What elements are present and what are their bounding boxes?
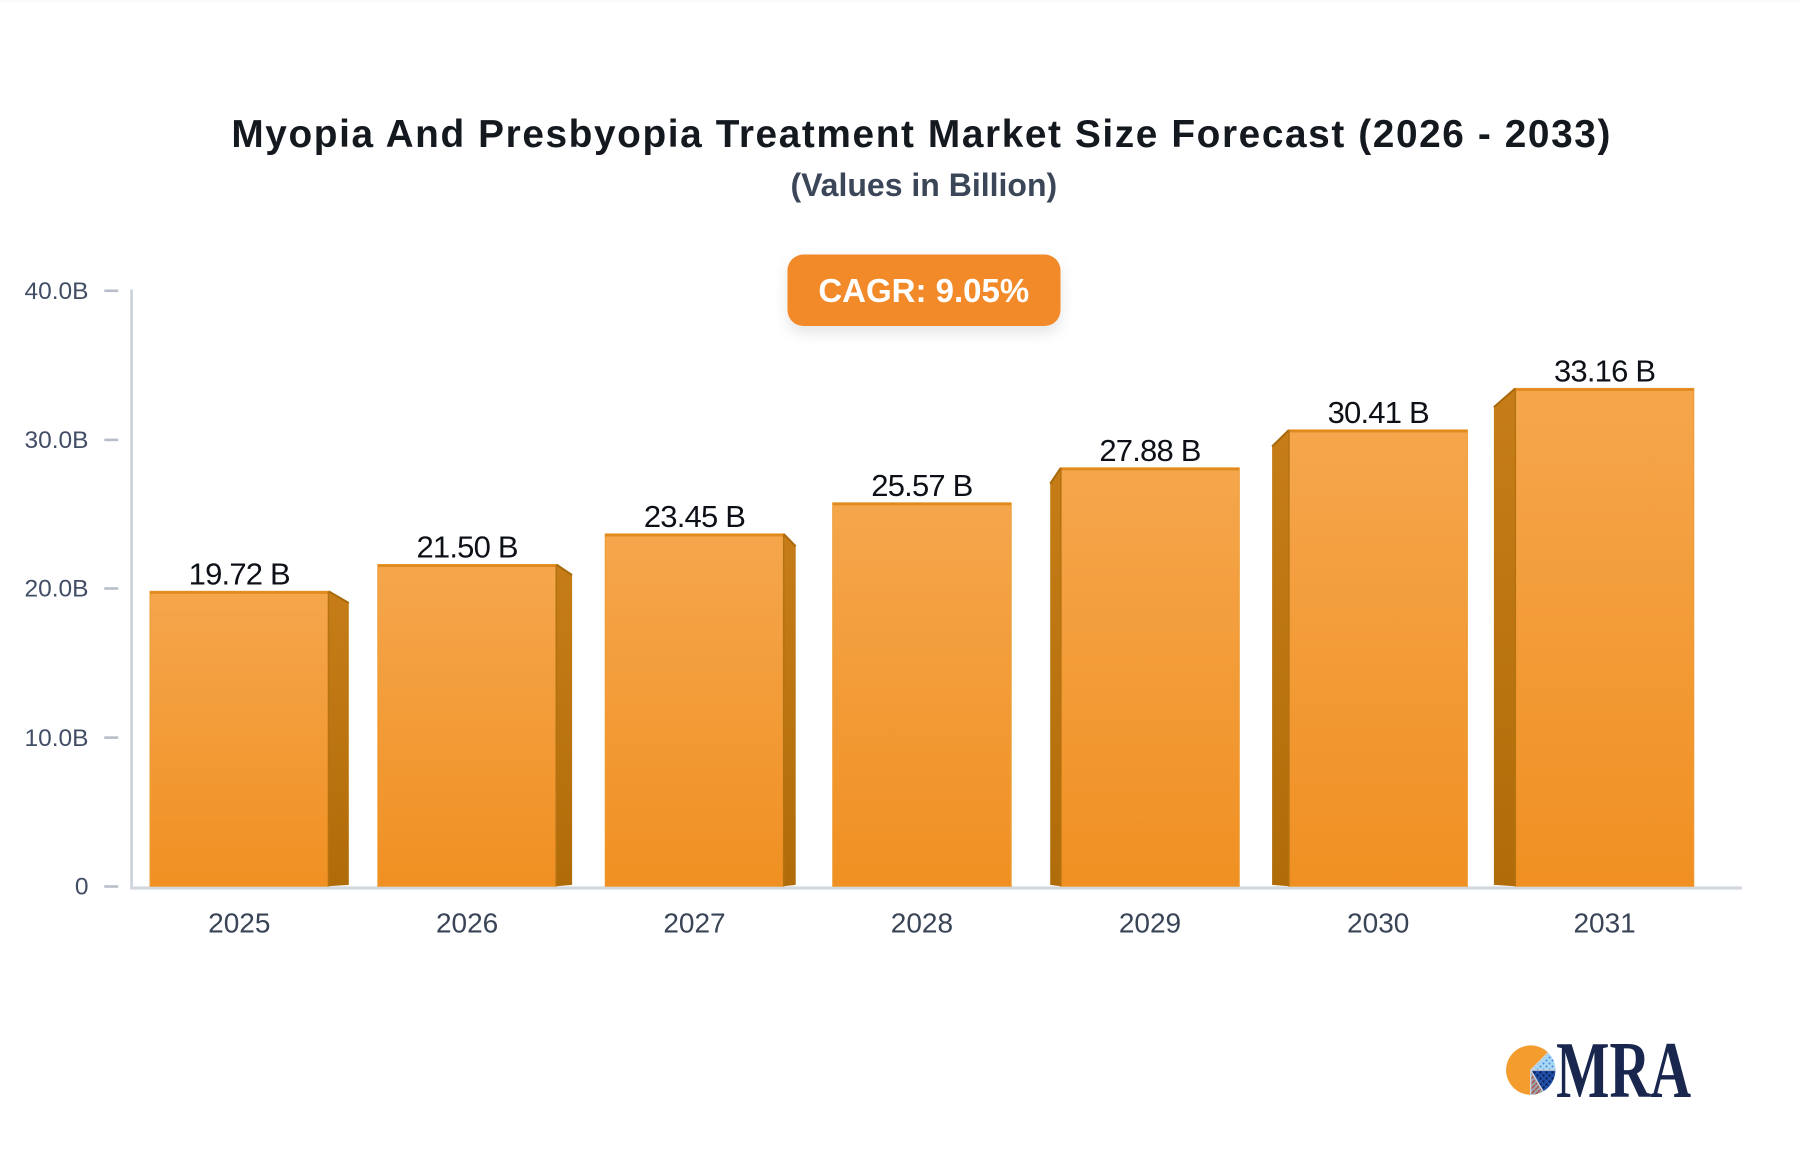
svg-text:(Values in Billion): (Values in Billion) <box>790 167 1057 203</box>
svg-text:2025: 2025 <box>208 907 270 938</box>
svg-text:2028: 2028 <box>891 907 953 938</box>
svg-text:MRA: MRA <box>1556 1027 1691 1115</box>
svg-text:CAGR: 9.05%: CAGR: 9.05% <box>818 272 1029 309</box>
svg-text:0: 0 <box>75 874 89 901</box>
svg-text:30.41 B: 30.41 B <box>1328 395 1429 430</box>
svg-text:40.0B: 40.0B <box>24 278 88 305</box>
svg-text:33.16 B: 33.16 B <box>1554 354 1655 389</box>
svg-text:21.50 B: 21.50 B <box>416 530 517 565</box>
svg-text:2031: 2031 <box>1573 907 1635 938</box>
svg-text:30.0B: 30.0B <box>24 427 88 454</box>
svg-text:2027: 2027 <box>663 907 725 938</box>
svg-text:20.0B: 20.0B <box>24 576 88 603</box>
svg-text:2029: 2029 <box>1119 907 1181 938</box>
svg-text:2026: 2026 <box>436 907 498 938</box>
svg-text:10.0B: 10.0B <box>24 725 88 752</box>
svg-text:2030: 2030 <box>1347 907 1409 938</box>
svg-text:27.88 B: 27.88 B <box>1099 433 1200 468</box>
svg-text:25.57 B: 25.57 B <box>871 468 972 503</box>
svg-text:19.72 B: 19.72 B <box>189 557 290 592</box>
svg-text:23.45 B: 23.45 B <box>644 499 745 534</box>
svg-text:Myopia And Presbyopia Treatmen: Myopia And Presbyopia Treatment Market S… <box>231 113 1612 156</box>
